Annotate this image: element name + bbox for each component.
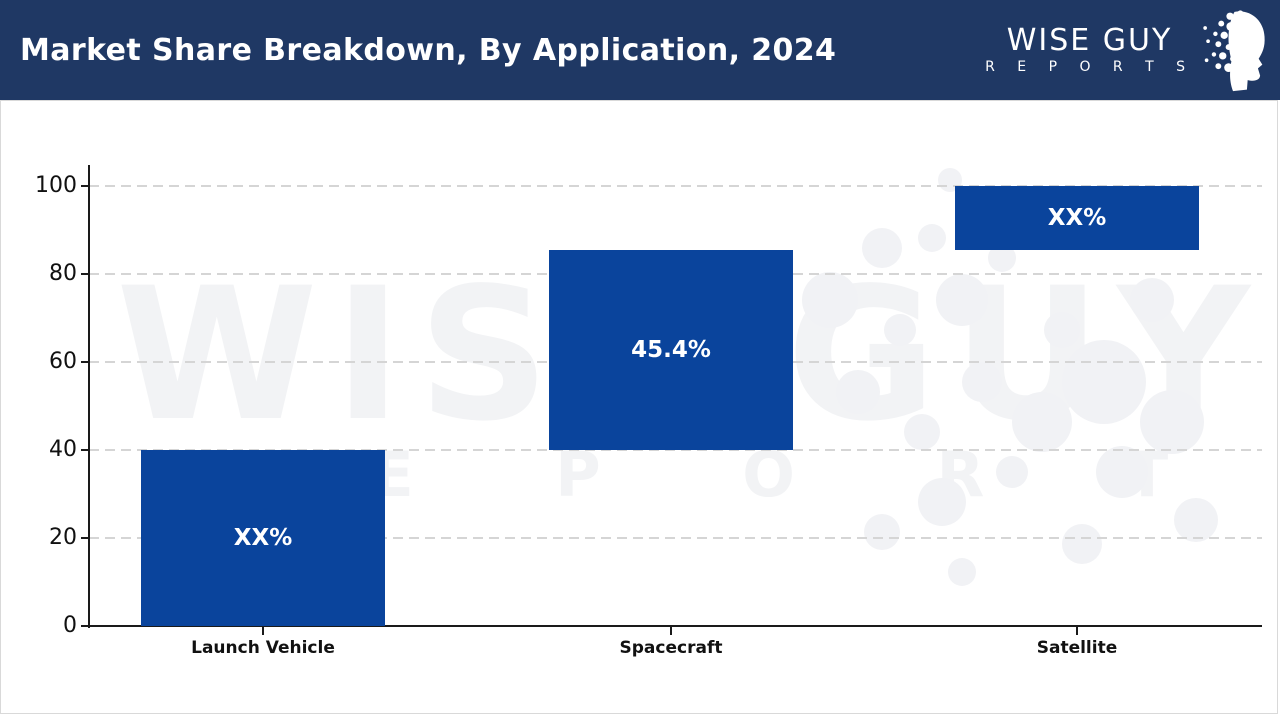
watermark-dot [1140, 390, 1204, 454]
watermark-dot [948, 558, 976, 586]
bar-value-label-spacecraft: 45.4% [631, 337, 711, 364]
watermark-dot [862, 228, 902, 268]
bar-value-label-launch-vehicle: XX% [233, 525, 293, 551]
watermark-dot [1012, 392, 1072, 452]
watermark-dot [864, 514, 900, 550]
watermark-dot [836, 370, 880, 414]
watermark-dot [918, 478, 966, 526]
brand-logo: WISE GUY R E P O R T S [985, 0, 1270, 100]
watermark-dot [884, 314, 916, 346]
y-axis-tick [81, 449, 89, 451]
y-axis-tick [81, 361, 89, 363]
brand-subtitle: R E P O R T S [985, 58, 1194, 75]
gridline [89, 537, 1262, 539]
x-axis-label-launch-vehicle: Launch Vehicle [191, 638, 335, 658]
y-axis-tick-label: 80 [49, 261, 77, 286]
watermark-dot [962, 362, 1002, 402]
watermark-dot [1044, 312, 1080, 348]
y-axis-tick-label: 20 [49, 525, 77, 550]
y-axis-tick-label: 60 [49, 349, 77, 374]
watermark-dot [936, 274, 988, 326]
watermark-dot [1062, 524, 1102, 564]
chart-canvas: WISE GUY R E P O R T S 020406080100XX%La… [0, 100, 1280, 720]
watermark-dot [1130, 278, 1174, 322]
gridline [89, 449, 1262, 451]
bar-spacecraft: 45.4% [549, 250, 793, 450]
x-axis-line [88, 625, 1262, 627]
y-axis-tick [81, 273, 89, 275]
brand-name: WISE GUY [1006, 23, 1173, 59]
watermark-dot [904, 414, 940, 450]
gridline [89, 185, 1262, 187]
y-axis-tick-label: 40 [49, 437, 77, 462]
x-axis-tick [262, 627, 264, 635]
watermark-dot [802, 272, 858, 328]
watermark-dot [1096, 446, 1148, 498]
y-axis-tick-label: 100 [35, 173, 77, 198]
bar-launch-vehicle: XX% [141, 450, 385, 626]
bar-value-label-satellite: XX% [1047, 205, 1107, 232]
y-axis-tick [81, 185, 89, 187]
bar-satellite: XX% [955, 186, 1199, 251]
brand-logo-text: WISE GUY R E P O R T S [985, 25, 1194, 75]
x-axis-label-satellite: Satellite [1036, 638, 1118, 658]
y-axis-tick [81, 537, 89, 539]
header-bar: Market Share Breakdown, By Application, … [0, 0, 1280, 100]
y-axis-line [88, 165, 90, 628]
x-axis-tick [1076, 627, 1078, 635]
watermark-dot [1174, 498, 1218, 542]
watermark-dot [996, 456, 1028, 488]
y-axis-tick [81, 625, 89, 627]
watermark-dot [1062, 340, 1146, 424]
wise-guy-head-icon [1203, 10, 1265, 92]
watermark-dot [918, 224, 946, 252]
y-axis-tick-label: 0 [63, 613, 77, 638]
x-axis-label-spacecraft: Spacecraft [619, 638, 723, 658]
x-axis-tick [670, 627, 672, 635]
chart-title: Market Share Breakdown, By Application, … [20, 32, 837, 68]
